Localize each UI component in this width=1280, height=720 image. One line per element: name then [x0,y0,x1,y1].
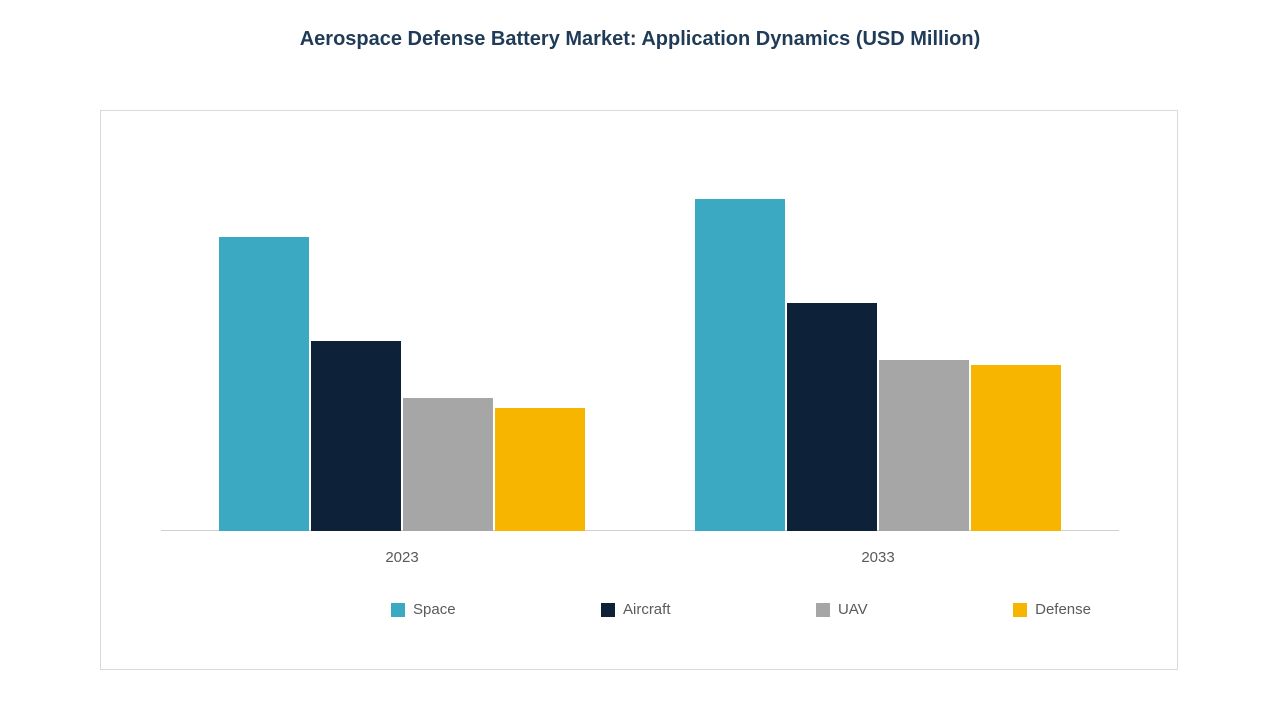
legend-item: Aircraft [601,601,671,618]
chart-title: Aerospace Defense Battery Market: Applic… [0,28,1280,51]
legend-item: Defense [1013,601,1091,618]
bar [495,408,585,532]
legend-swatch [816,603,830,617]
legend-label: Aircraft [623,601,671,618]
bar [219,237,309,532]
bar [311,341,401,531]
plot-area: Space Aircraft UAV Defense 2023 2033 [100,110,1178,670]
x-tick-label: 2023 [219,549,585,566]
bar [879,360,969,531]
bar [787,303,877,531]
legend-swatch [601,603,615,617]
bars-layer [161,151,1119,531]
legend-item: UAV [816,601,868,618]
legend-label: Space [413,601,456,618]
legend-swatch [391,603,405,617]
bar [971,365,1061,531]
legend-label: UAV [838,601,868,618]
page-root: Aerospace Defense Battery Market: Applic… [0,0,1280,720]
legend-swatch [1013,603,1027,617]
bar [403,398,493,531]
legend-label: Defense [1035,601,1091,618]
legend: Space Aircraft UAV Defense [391,601,1091,618]
bar [695,199,785,532]
legend-item: Space [391,601,456,618]
x-tick-label: 2033 [695,549,1061,566]
